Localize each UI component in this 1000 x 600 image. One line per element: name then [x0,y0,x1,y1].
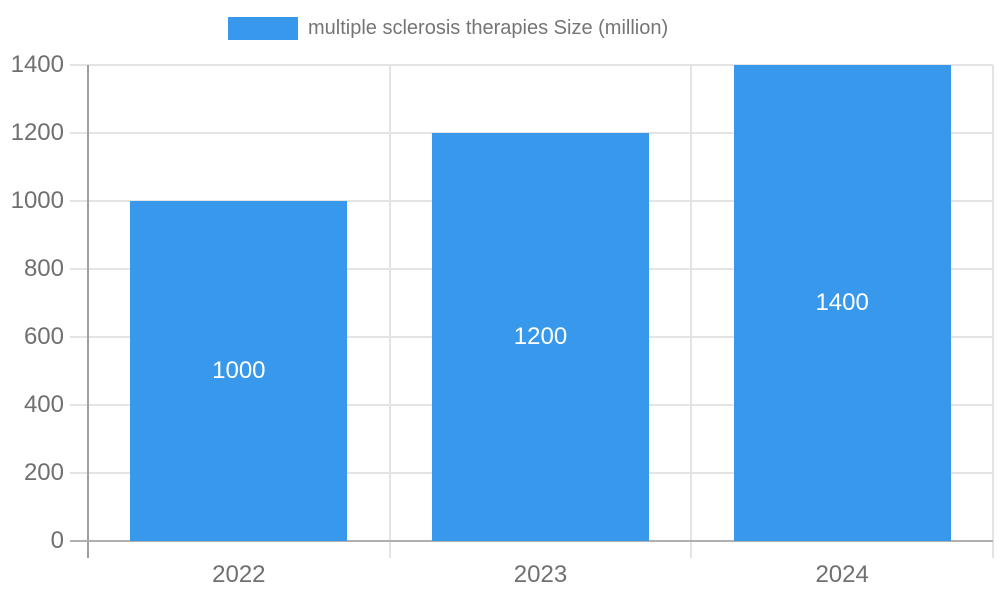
legend-swatch [228,17,298,40]
y-axis-tick-label: 1000 [10,187,64,214]
y-axis-tick-label: 1200 [10,119,64,146]
gridline-vertical [992,65,994,558]
gridline-horizontal [70,64,993,66]
bar[interactable] [733,65,951,541]
y-axis-line [87,65,89,558]
y-axis-tick-label: 1400 [10,51,64,78]
gridline-vertical [690,65,693,558]
bar-value-label: 1000 [212,357,266,384]
bar-value-label: 1400 [815,289,869,316]
y-axis-tick-label: 0 [50,527,64,554]
x-axis-line [70,540,993,542]
x-axis-tick-label: 2024 [815,561,869,588]
legend-label: multiple sclerosis therapies Size (milli… [308,17,669,39]
x-axis-tick-label: 2023 [513,561,568,588]
y-axis-tick-label: 400 [23,391,64,418]
bar[interactable] [130,201,348,541]
x-axis-tick-label: 2022 [212,561,266,588]
y-axis-tick-label: 800 [23,255,64,282]
bar-value-label: 1200 [513,323,568,350]
bar[interactable] [432,133,649,541]
y-axis-tick-label: 600 [23,323,64,350]
gridline-vertical [388,65,391,558]
legend-item[interactable]: multiple sclerosis therapies Size (milli… [228,17,668,40]
y-axis-tick-label: 200 [23,459,64,486]
